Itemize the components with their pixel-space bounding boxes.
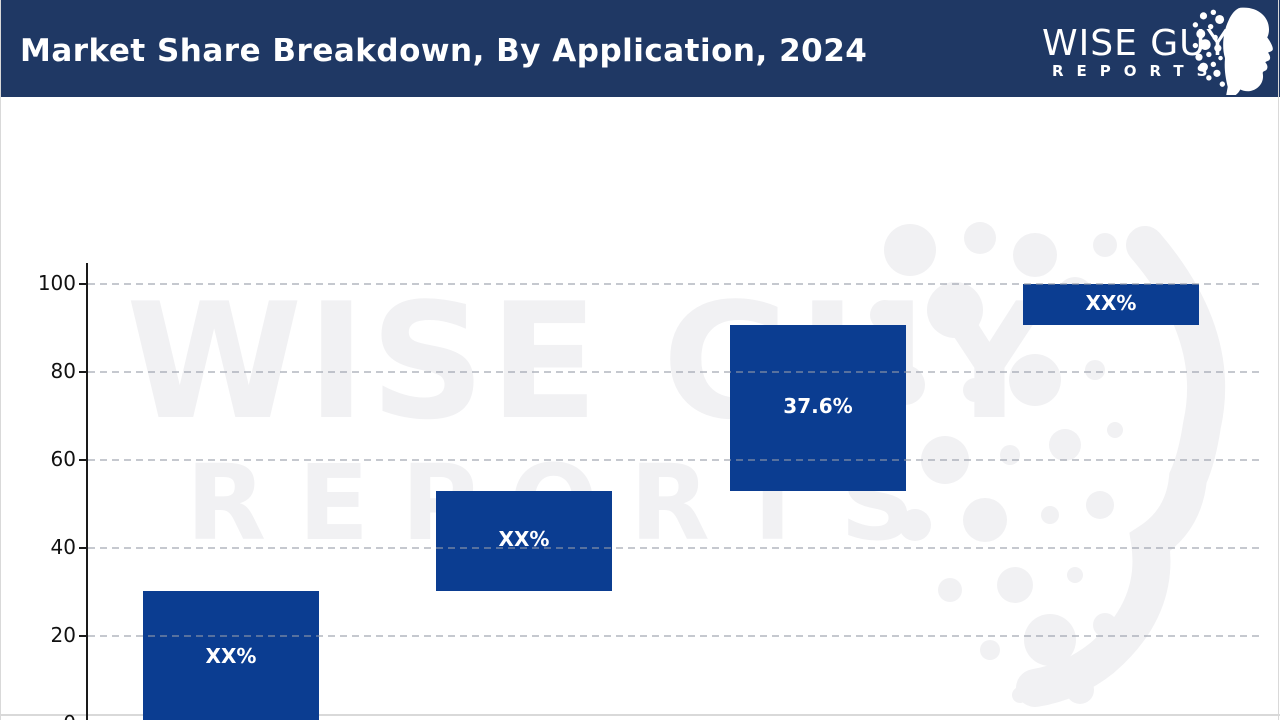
y-axis-spine <box>86 263 88 720</box>
bar-value-label: XX% <box>1085 290 1137 315</box>
y-tick-mark-20 <box>79 635 86 637</box>
page-border-left <box>0 0 1 720</box>
bar-customization: XX% <box>1023 284 1199 326</box>
bar-prototyping: XX% <box>143 591 319 720</box>
y-tick-mark-80 <box>79 371 86 373</box>
y-tick-label-80: 80 <box>50 359 76 383</box>
y-tick-mark-100 <box>79 283 86 285</box>
page-title: Market Share Breakdown, By Application, … <box>20 33 868 69</box>
watermark-face-dots-graphic <box>868 222 1226 707</box>
brand-face-icon <box>1192 7 1273 95</box>
gridline-60 <box>88 459 1262 461</box>
gridline-20 <box>88 635 1262 637</box>
y-tick-label-20: 20 <box>50 623 76 647</box>
gridline-40 <box>88 547 1262 549</box>
y-tick-mark-40 <box>79 547 86 549</box>
bar-tooling: XX% <box>436 490 612 592</box>
header-bar: Market Share Breakdown, By Application, … <box>0 0 1280 97</box>
bar-value-label: 37.6% <box>783 394 853 419</box>
waterfall-chart: XX%XX%37.6%XX% 020406080100PrototypingTo… <box>0 97 1280 720</box>
gridline-80 <box>88 371 1262 373</box>
brand-logo-subtext: REPORTS <box>1052 62 1221 80</box>
y-tick-label-100: 100 <box>37 271 76 295</box>
y-tick-label-60: 60 <box>50 447 76 471</box>
page-border-bottom <box>0 714 1280 716</box>
bar-production-parts: 37.6% <box>730 325 906 491</box>
y-tick-mark-60 <box>79 459 86 461</box>
bar-value-label: XX% <box>205 643 257 668</box>
y-tick-label-0: 0 <box>16 711 76 720</box>
brand-logo: WISE GUY REPORTS <box>1030 0 1280 97</box>
bar-value-label: XX% <box>498 526 550 551</box>
gridline-100 <box>88 283 1262 285</box>
page-border-right <box>1278 0 1279 720</box>
y-tick-label-40: 40 <box>50 535 76 559</box>
